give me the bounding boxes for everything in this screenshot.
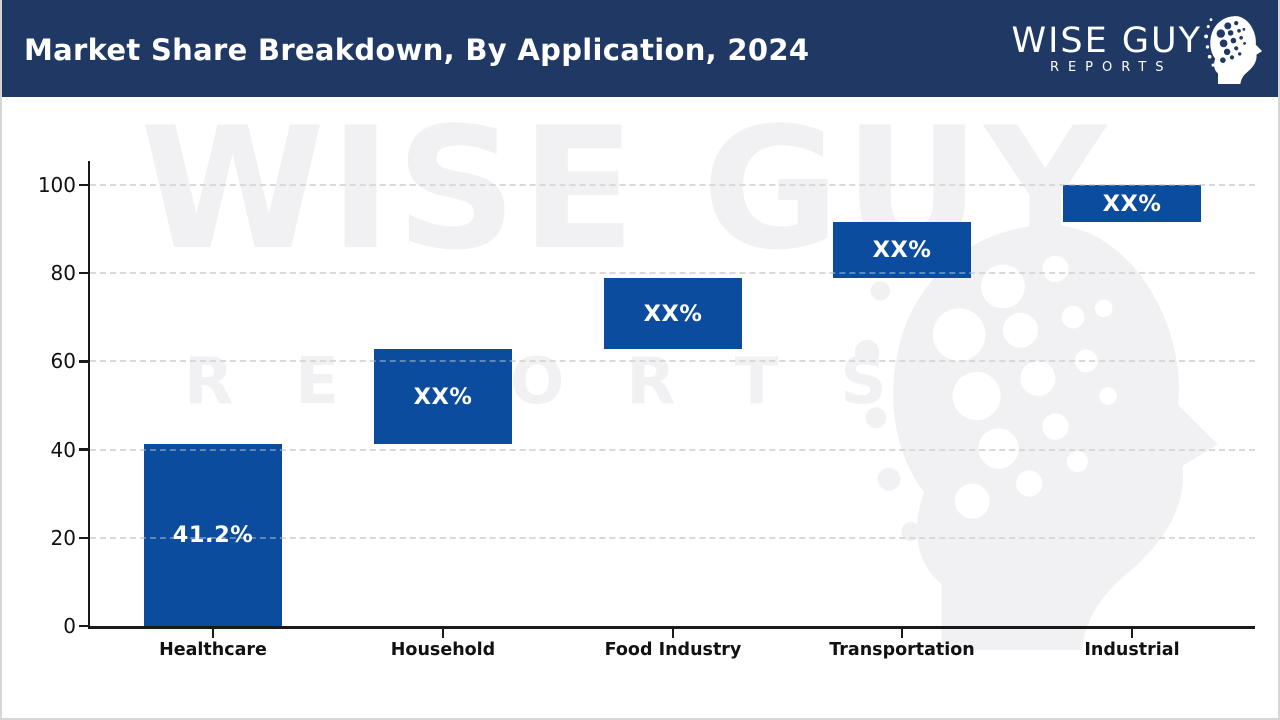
gridline	[90, 360, 1255, 363]
x-tick	[671, 628, 675, 638]
y-tick	[78, 183, 88, 187]
y-tick-label: 60	[50, 349, 76, 374]
bar-value-label: 41.2%	[172, 522, 254, 549]
x-tick	[441, 628, 445, 638]
wiseguy-head-icon	[1204, 8, 1274, 90]
waterfall-chart: WISE GUY REPORTS 41.2% XX% XX% XX% XX% 0 20 40 6…	[2, 91, 1278, 718]
bar-value-label: XX%	[872, 237, 932, 264]
bar-value-label: XX%	[413, 383, 473, 410]
x-tick-label-transportation: Transportation	[829, 640, 975, 660]
bar-value-label: XX%	[1102, 190, 1162, 217]
watermark-head-graphic	[854, 205, 1278, 657]
header: Market Share Breakdown, By Application, …	[2, 0, 1278, 97]
bar-transportation	[833, 222, 971, 279]
gridline	[90, 272, 1255, 275]
gridline-overlay	[90, 448, 1255, 451]
gridline	[90, 184, 1255, 186]
bar-value-label: XX%	[643, 300, 703, 327]
bar-household	[374, 349, 512, 445]
x-tick	[1130, 628, 1134, 638]
y-axis-spine	[87, 161, 90, 629]
y-tick-label: 40	[50, 437, 76, 462]
bar-industrial	[1063, 185, 1201, 223]
x-tick-label-healthcare: Healthcare	[159, 640, 267, 660]
x-tick-label-household: Household	[390, 640, 496, 660]
gridline-overlay	[90, 536, 1255, 539]
gridline	[90, 536, 1255, 539]
gridline-overlay	[90, 360, 1255, 363]
x-tick	[900, 628, 904, 638]
page-title: Market Share Breakdown, By Application, …	[24, 33, 810, 67]
x-tick-label-food-industry: Food Industry	[604, 640, 742, 660]
y-tick-label: 0	[63, 614, 76, 638]
watermark-subtitle: REPORTS	[184, 345, 949, 419]
y-tick-label: 20	[50, 525, 76, 550]
gridline-overlay	[90, 184, 1255, 186]
gridline-overlay	[90, 272, 1255, 275]
y-tick	[78, 271, 88, 275]
logo-text: WISE GUY REPORTS	[1011, 20, 1202, 76]
y-tick	[78, 360, 88, 363]
bar-healthcare	[144, 444, 282, 626]
logo-subtitle: REPORTS	[1049, 60, 1173, 76]
y-tick-label: 80	[50, 261, 76, 286]
y-tick	[78, 448, 88, 451]
x-axis-spine	[87, 626, 1255, 629]
bar-food-industry	[604, 278, 742, 350]
x-tick	[211, 628, 215, 638]
x-tick-label-industrial: Industrial	[1084, 640, 1180, 660]
y-tick	[78, 536, 88, 540]
y-tick	[78, 624, 88, 628]
wiseguy-logo: WISE GUY REPORTS	[1011, 7, 1274, 91]
gridline	[90, 448, 1255, 451]
logo-wordmark: WISE GUY	[1011, 20, 1202, 61]
y-tick-label: 100	[37, 173, 76, 197]
